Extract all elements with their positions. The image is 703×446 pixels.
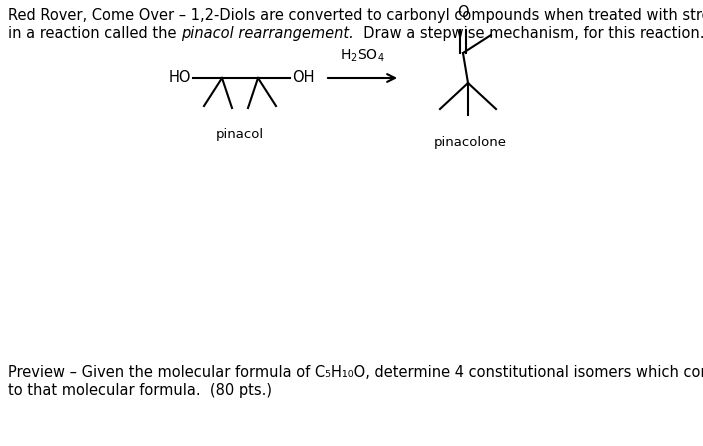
Text: Red Rover, Come Over – 1,2-Diols are converted to carbonyl compounds when treate: Red Rover, Come Over – 1,2-Diols are con… <box>8 8 703 23</box>
Text: O: O <box>457 5 469 20</box>
Text: pinacol rearrangement.: pinacol rearrangement. <box>181 26 354 41</box>
Text: in a reaction called the: in a reaction called the <box>8 26 181 41</box>
Text: OH: OH <box>292 70 314 86</box>
Text: H$_2$SO$_4$: H$_2$SO$_4$ <box>340 48 385 64</box>
Text: pinacol: pinacol <box>216 128 264 141</box>
Text: HO: HO <box>169 70 191 86</box>
Text: to that molecular formula.  (80 pts.): to that molecular formula. (80 pts.) <box>8 383 272 398</box>
Text: Preview – Given the molecular formula of C₅H₁₀O, determine 4 constitutional isom: Preview – Given the molecular formula of… <box>8 365 703 380</box>
Text: Draw a stepwise mechanism, for this reaction.  (60 pts.): Draw a stepwise mechanism, for this reac… <box>354 26 703 41</box>
Text: pinacolone: pinacolone <box>434 136 506 149</box>
